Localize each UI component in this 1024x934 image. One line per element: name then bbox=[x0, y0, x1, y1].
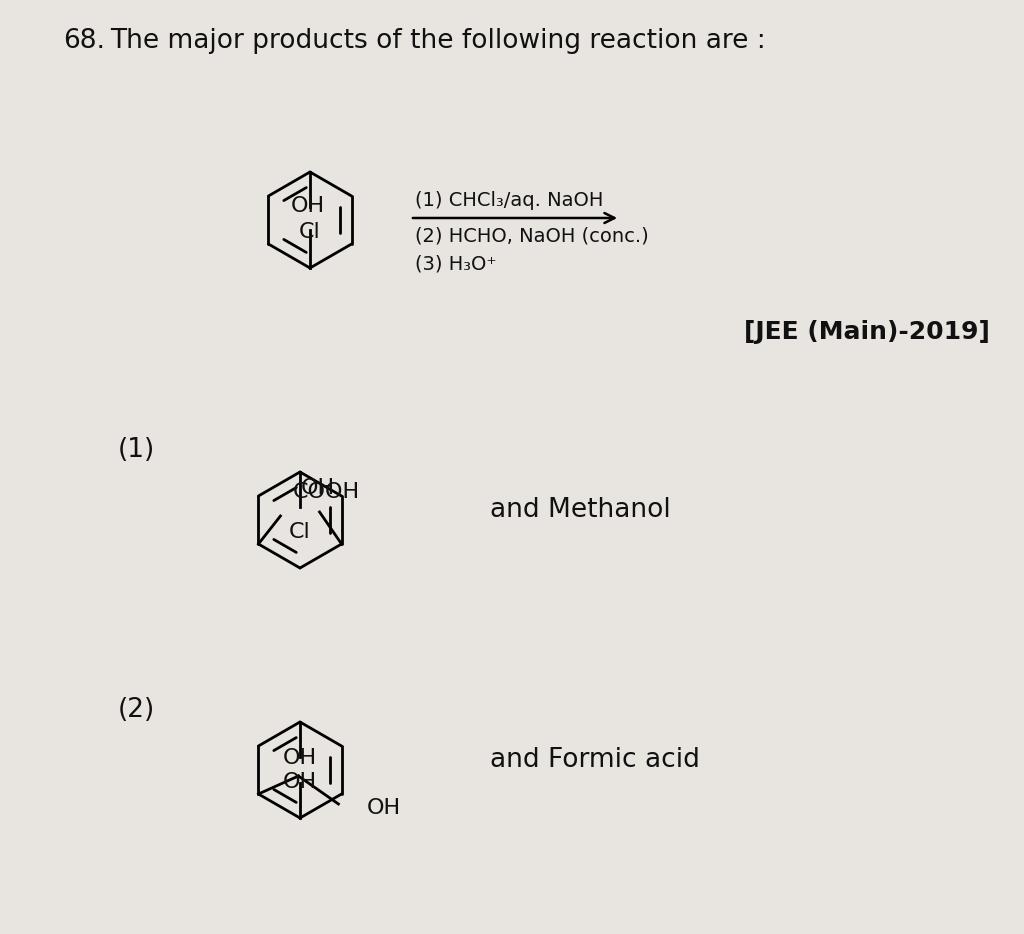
Text: (3) H₃O⁺: (3) H₃O⁺ bbox=[415, 254, 497, 273]
Text: COOH: COOH bbox=[293, 482, 360, 502]
Text: The major products of the following reaction are :: The major products of the following reac… bbox=[110, 28, 766, 54]
Text: (1) CHCl₃/aq. NaOH: (1) CHCl₃/aq. NaOH bbox=[415, 191, 603, 210]
Text: OH: OH bbox=[283, 748, 317, 768]
Text: [JEE (Main)-2019]: [JEE (Main)-2019] bbox=[744, 320, 990, 344]
Text: Cl: Cl bbox=[289, 522, 311, 542]
Text: (2): (2) bbox=[118, 697, 155, 723]
Text: (2) HCHO, NaOH (conc.): (2) HCHO, NaOH (conc.) bbox=[415, 226, 649, 245]
Text: Cl: Cl bbox=[299, 222, 321, 242]
Text: and Formic acid: and Formic acid bbox=[490, 747, 699, 773]
Text: 68.: 68. bbox=[63, 28, 105, 54]
Text: OH: OH bbox=[283, 772, 317, 792]
Text: OH: OH bbox=[300, 478, 335, 498]
Text: OH: OH bbox=[291, 196, 325, 216]
Text: (1): (1) bbox=[118, 437, 155, 463]
Text: and Methanol: and Methanol bbox=[490, 497, 671, 523]
Text: OH: OH bbox=[367, 798, 400, 818]
